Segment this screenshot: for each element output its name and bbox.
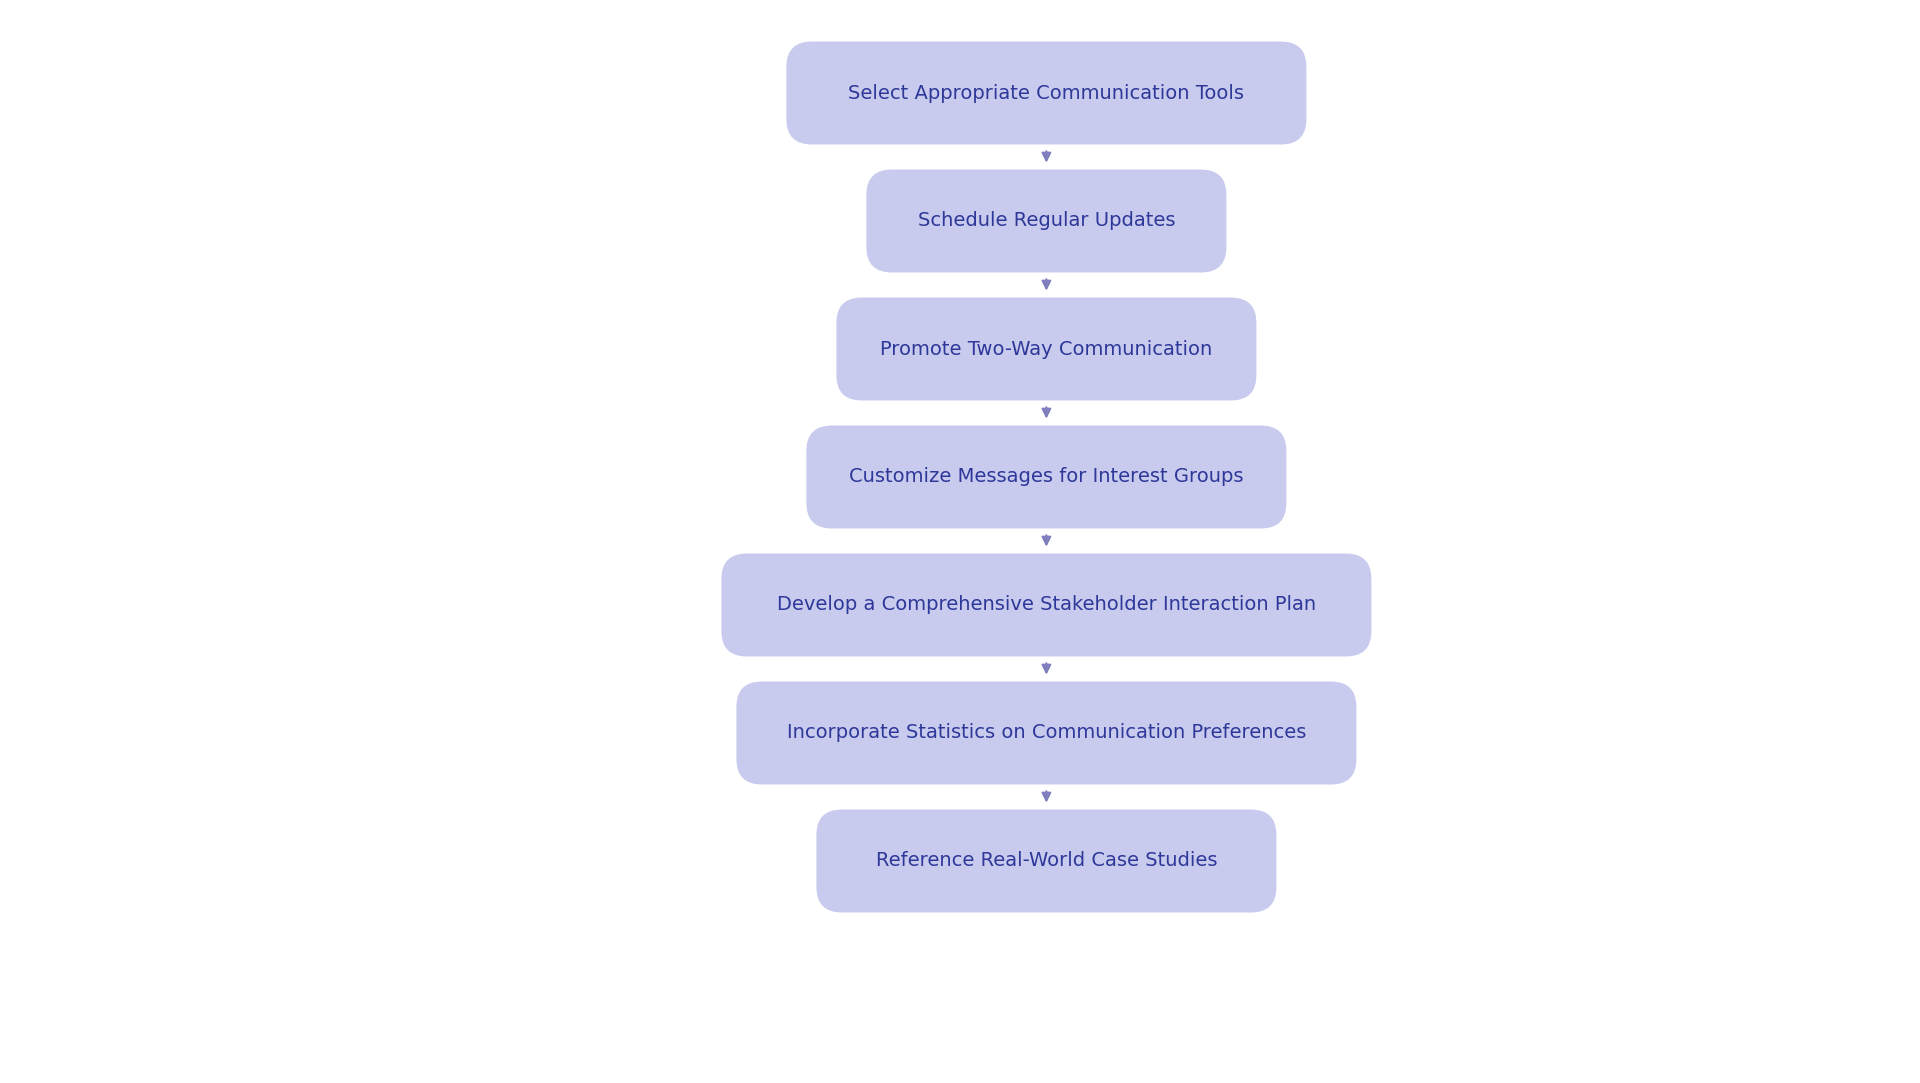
FancyBboxPatch shape (722, 553, 1371, 656)
Text: Incorporate Statistics on Communication Preferences: Incorporate Statistics on Communication … (787, 723, 1306, 743)
Text: Develop a Comprehensive Stakeholder Interaction Plan: Develop a Comprehensive Stakeholder Inte… (778, 596, 1315, 614)
FancyBboxPatch shape (816, 809, 1277, 913)
FancyBboxPatch shape (787, 41, 1306, 144)
FancyBboxPatch shape (806, 426, 1286, 529)
Text: Promote Two-Way Communication: Promote Two-Way Communication (879, 339, 1213, 358)
FancyBboxPatch shape (737, 681, 1356, 784)
FancyBboxPatch shape (837, 298, 1256, 401)
Text: Select Appropriate Communication Tools: Select Appropriate Communication Tools (849, 83, 1244, 103)
Text: Customize Messages for Interest Groups: Customize Messages for Interest Groups (849, 468, 1244, 486)
FancyBboxPatch shape (866, 170, 1227, 273)
Text: Schedule Regular Updates: Schedule Regular Updates (918, 211, 1175, 231)
Text: Reference Real-World Case Studies: Reference Real-World Case Studies (876, 851, 1217, 871)
